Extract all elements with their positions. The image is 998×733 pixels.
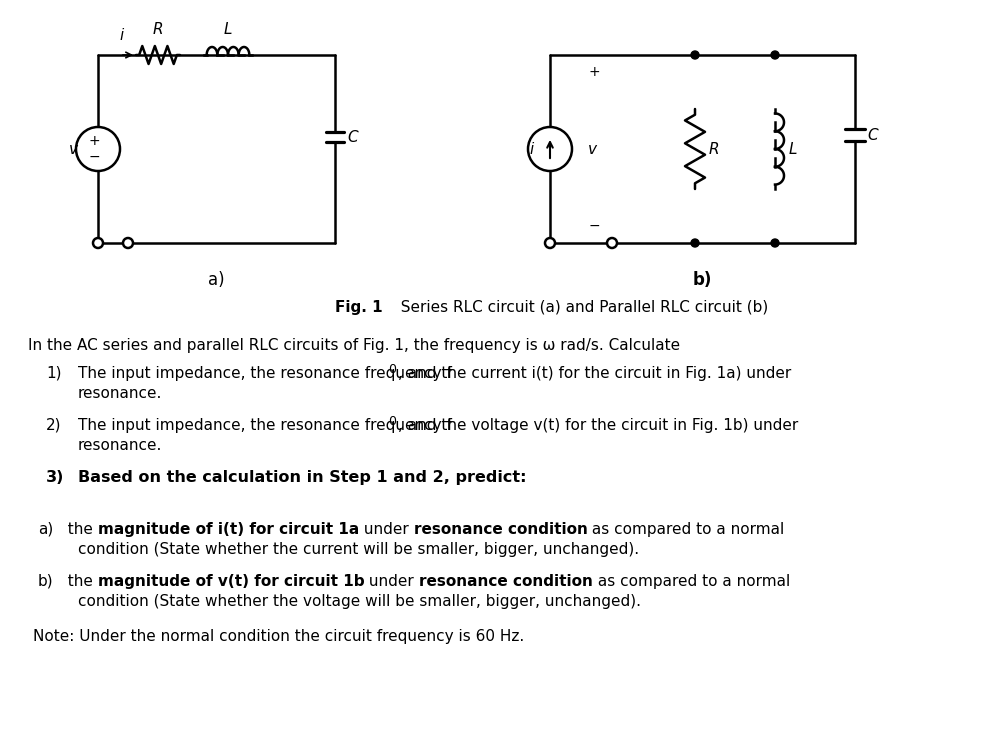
- Circle shape: [93, 238, 103, 248]
- Text: 1): 1): [46, 366, 62, 381]
- Circle shape: [545, 238, 555, 248]
- Circle shape: [123, 238, 133, 248]
- Text: Note: Under the normal condition the circuit frequency is 60 Hz.: Note: Under the normal condition the cir…: [33, 629, 524, 644]
- Circle shape: [771, 51, 779, 59]
- Circle shape: [528, 127, 572, 171]
- Text: v: v: [69, 141, 78, 157]
- Text: L: L: [789, 141, 797, 157]
- Text: R: R: [709, 141, 720, 157]
- Text: as compared to a normal: as compared to a normal: [593, 574, 790, 589]
- Text: The input impedance, the resonance frequency f: The input impedance, the resonance frequ…: [78, 418, 452, 433]
- Circle shape: [771, 239, 779, 247]
- Text: resonance.: resonance.: [78, 438, 163, 453]
- Text: 3): 3): [46, 470, 65, 485]
- Text: under: under: [364, 574, 419, 589]
- Text: i: i: [530, 141, 534, 157]
- Text: 0: 0: [388, 415, 396, 428]
- Text: L: L: [224, 22, 233, 37]
- Text: a): a): [209, 271, 225, 289]
- Text: a): a): [38, 522, 53, 537]
- Circle shape: [691, 51, 699, 59]
- Text: 2): 2): [46, 418, 62, 433]
- Text: the: the: [58, 574, 98, 589]
- Text: Series RLC circuit (a) and Parallel RLC circuit (b): Series RLC circuit (a) and Parallel RLC …: [391, 300, 768, 315]
- Text: condition (State whether the current will be smaller, bigger, unchanged).: condition (State whether the current wil…: [78, 542, 639, 557]
- Text: condition (State whether the voltage will be smaller, bigger, unchanged).: condition (State whether the voltage wil…: [78, 594, 641, 609]
- Text: C: C: [347, 130, 357, 144]
- Text: as compared to a normal: as compared to a normal: [588, 522, 784, 537]
- Text: In the AC series and parallel RLC circuits of Fig. 1, the frequency is ω rad/s. : In the AC series and parallel RLC circui…: [28, 338, 680, 353]
- Text: C: C: [867, 128, 877, 142]
- Circle shape: [607, 238, 617, 248]
- Text: R: R: [153, 22, 164, 37]
- Text: The input impedance, the resonance frequency f: The input impedance, the resonance frequ…: [78, 366, 452, 381]
- Circle shape: [76, 127, 120, 171]
- Text: −: −: [588, 219, 600, 233]
- Text: b): b): [693, 271, 713, 289]
- Text: the: the: [58, 522, 98, 537]
- Text: Fig. 1: Fig. 1: [335, 300, 383, 315]
- Text: +: +: [588, 65, 600, 79]
- Text: v: v: [588, 141, 597, 157]
- Text: resonance.: resonance.: [78, 386, 163, 401]
- Text: , and the voltage v(t) for the circuit in Fig. 1b) under: , and the voltage v(t) for the circuit i…: [398, 418, 798, 433]
- Text: under: under: [359, 522, 413, 537]
- Text: Based on the calculation in Step 1 and 2, predict:: Based on the calculation in Step 1 and 2…: [78, 470, 527, 485]
- Text: −: −: [88, 150, 100, 164]
- Text: +: +: [88, 134, 100, 148]
- Circle shape: [691, 239, 699, 247]
- Text: resonance condition: resonance condition: [419, 574, 593, 589]
- Text: 0: 0: [388, 363, 396, 376]
- Text: , and the current i(t) for the circuit in Fig. 1a) under: , and the current i(t) for the circuit i…: [398, 366, 791, 381]
- Text: magnitude of v(t) for circuit 1b: magnitude of v(t) for circuit 1b: [98, 574, 364, 589]
- Text: i: i: [120, 28, 124, 43]
- Text: resonance condition: resonance condition: [413, 522, 588, 537]
- Text: magnitude of i(t) for circuit 1a: magnitude of i(t) for circuit 1a: [98, 522, 359, 537]
- Text: b): b): [38, 574, 54, 589]
